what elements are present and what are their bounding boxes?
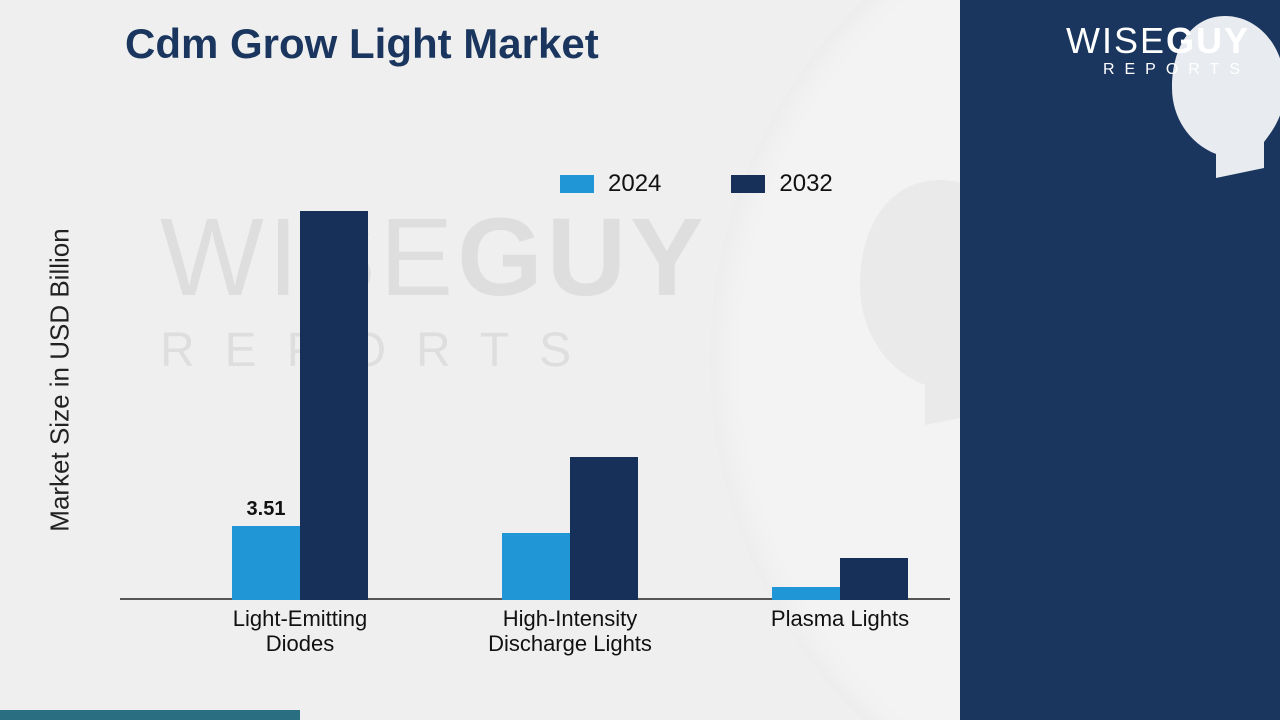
- category-label: Plasma Lights: [740, 606, 940, 631]
- category-label: Light-Emitting Diodes: [200, 606, 400, 657]
- bar-group: Plasma Lights: [730, 558, 950, 600]
- brand-line1b: GUY: [1166, 20, 1250, 61]
- chart-canvas: WISEGUY REPORTS Cdm Grow Light Market Ma…: [0, 0, 1280, 720]
- legend-swatch-2032: [731, 175, 765, 193]
- category-label: High-Intensity Discharge Lights: [470, 606, 670, 657]
- chart-title: Cdm Grow Light Market: [125, 20, 599, 68]
- bar-2024: 3.51: [232, 526, 300, 600]
- bar-value-label: 3.51: [247, 498, 286, 521]
- bar-2024: [502, 533, 570, 600]
- brand-logo-text: WISEGUY REPORTS: [1066, 22, 1250, 79]
- bar-2032: [300, 211, 368, 600]
- bar-group: High-Intensity Discharge Lights: [460, 457, 680, 600]
- bar-group: 3.51Light-Emitting Diodes: [190, 211, 410, 600]
- brand-line1a: WISE: [1066, 20, 1166, 61]
- legend: 2024 2032: [560, 170, 833, 198]
- legend-swatch-2024: [560, 175, 594, 193]
- bar-2024: [772, 587, 840, 600]
- legend-label-2032: 2032: [779, 170, 832, 198]
- bar-2032: [570, 457, 638, 600]
- brand-line2: REPORTS: [1066, 62, 1250, 79]
- legend-label-2024: 2024: [608, 170, 661, 198]
- bottom-accent-strip: [0, 710, 300, 720]
- y-axis-label: Market Size in USD Billion: [45, 228, 76, 531]
- plot-area: 3.51Light-Emitting Diodes High-Intensity …: [120, 200, 950, 600]
- bar-2032: [840, 558, 908, 600]
- legend-item-2032: 2032: [731, 170, 832, 198]
- legend-item-2024: 2024: [560, 170, 661, 198]
